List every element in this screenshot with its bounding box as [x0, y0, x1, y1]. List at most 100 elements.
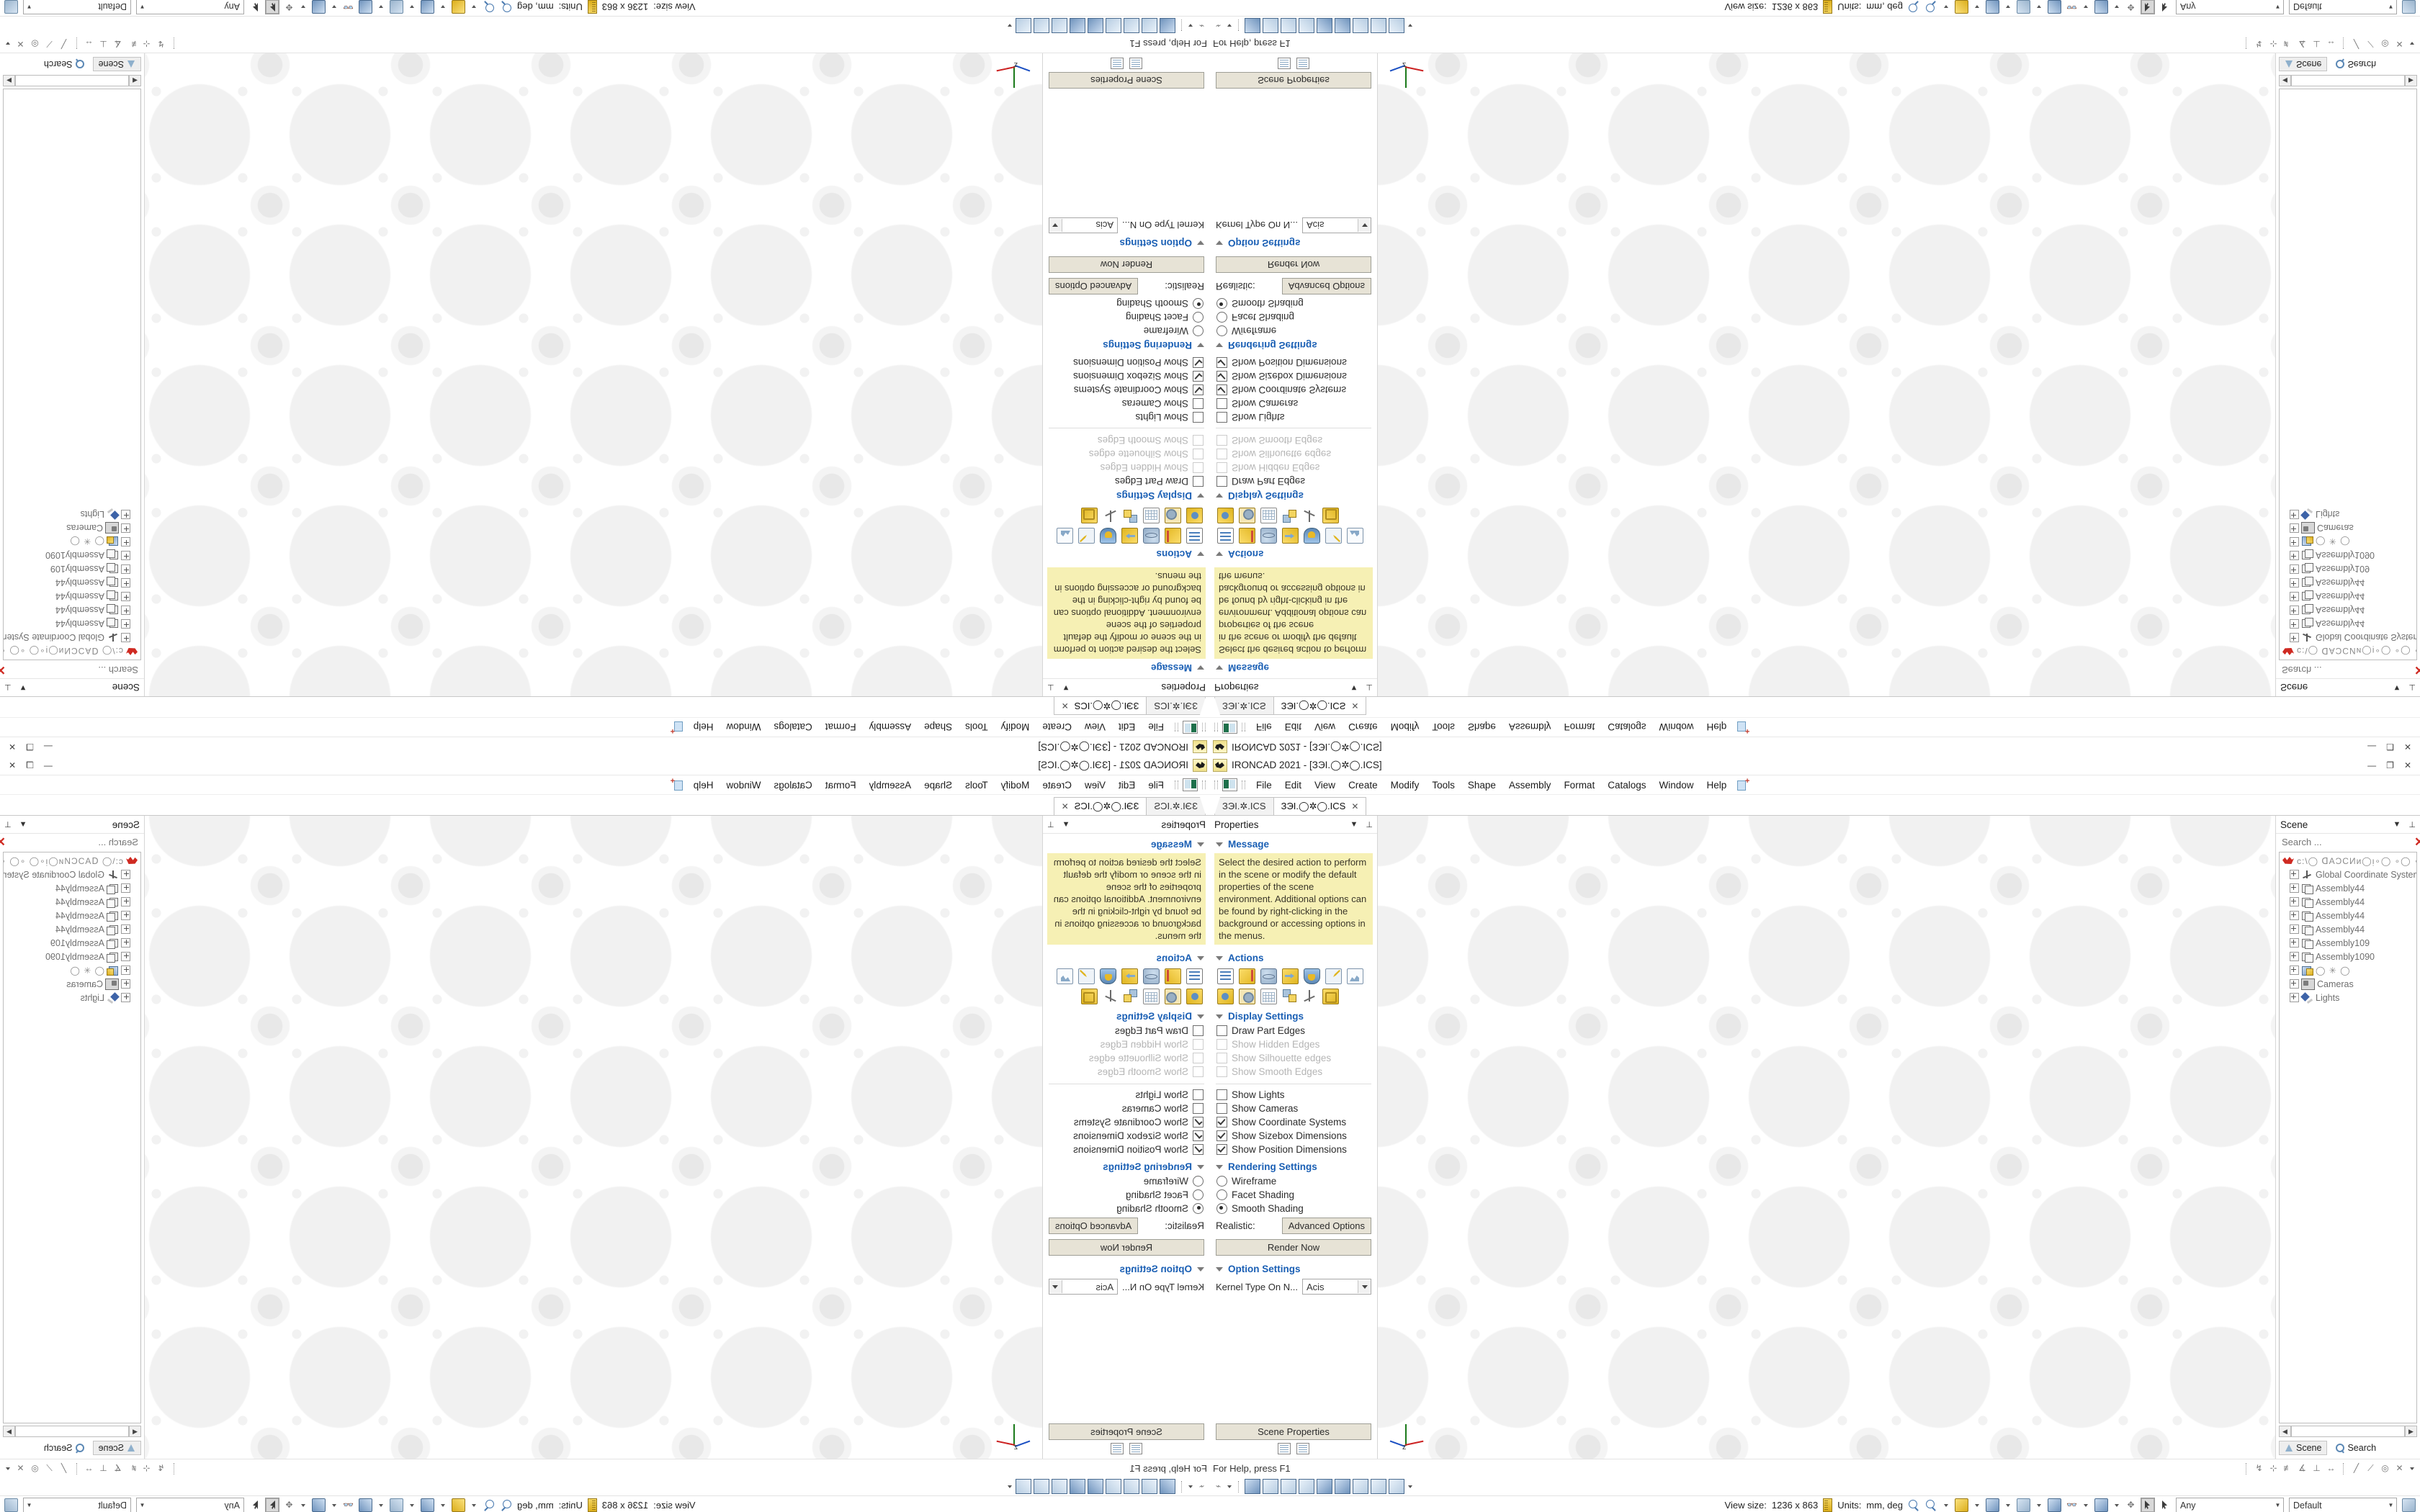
expand-icon[interactable]: [121, 551, 130, 560]
render-cube-icon[interactable]: [1217, 989, 1234, 1004]
chevron-down-icon[interactable]: [2410, 42, 2414, 45]
cylinder-shape-icon[interactable]: [1124, 18, 1139, 33]
extrude-solid-icon[interactable]: [1322, 508, 1339, 523]
radio-button[interactable]: [1193, 1189, 1204, 1200]
radio-button[interactable]: [1216, 325, 1227, 336]
scroll-track[interactable]: [15, 75, 129, 86]
tree-item-assembly1090[interactable]: Assembly1090: [2280, 950, 2416, 963]
tree-item-assembly1090[interactable]: Assembly1090: [2280, 549, 2416, 562]
axis-triad-icon[interactable]: [1103, 509, 1118, 523]
radio-button[interactable]: [1216, 1203, 1227, 1214]
blocks-icon[interactable]: [1123, 509, 1138, 523]
ruler-icon[interactable]: [587, 0, 597, 14]
shield-material-icon[interactable]: [1100, 968, 1116, 984]
block-shape-icon[interactable]: [1245, 18, 1260, 33]
tree-item-assembly109[interactable]: Assembly109: [4, 936, 140, 950]
close-button[interactable]: ✕: [9, 742, 17, 752]
polyline-tool-icon[interactable]: ⟋: [46, 39, 53, 49]
tree-item-global-coordinate-system[interactable]: Global Coordinate System: [3, 868, 140, 881]
fillet-shape-icon[interactable]: [1034, 1479, 1049, 1494]
scene-browser-icon[interactable]: [2402, 0, 2416, 14]
actions-group-header[interactable]: Actions: [1043, 948, 1210, 966]
expand-icon[interactable]: [121, 979, 130, 989]
sphere-shape-icon[interactable]: [1263, 18, 1278, 33]
scene-horizontal-scrollbar[interactable]: ◀ ▶: [2279, 75, 2417, 86]
minimize-button[interactable]: —: [2367, 760, 2377, 770]
glasses-icon[interactable]: 👓: [343, 2, 354, 12]
grid-icon[interactable]: [1143, 508, 1160, 523]
tree-item-assembly44-4[interactable]: Assembly44: [4, 576, 140, 590]
glasses-icon[interactable]: 👓: [2066, 1500, 2077, 1510]
tab-search[interactable]: Search: [2330, 57, 2382, 71]
radio-button[interactable]: [1193, 325, 1204, 336]
scene-browser-icon[interactable]: [4, 0, 18, 14]
menu-item-catalogs[interactable]: Catalogs: [774, 779, 812, 791]
tree-item-part[interactable]: ◯ ✳ ◯: [4, 535, 140, 549]
snap-parallel-icon[interactable]: ≢: [2283, 39, 2293, 49]
checkbox-box[interactable]: [1216, 1144, 1227, 1155]
tree-item-assembly44-3[interactable]: Assembly44: [4, 909, 140, 922]
tree-item-assembly1090[interactable]: Assembly1090: [4, 950, 140, 963]
scene-pin-icon[interactable]: ⊥: [4, 820, 12, 829]
3d-viewport[interactable]: z: [145, 53, 1042, 696]
chevron-down-icon[interactable]: [1188, 1485, 1193, 1488]
list-properties-icon[interactable]: [1186, 528, 1203, 544]
chevron-down-icon[interactable]: [1975, 5, 1979, 9]
glasses-icon[interactable]: 👓: [343, 1500, 354, 1510]
toolbar-grip[interactable]: [1200, 721, 1206, 733]
scene-collapse-icon[interactable]: ▼: [19, 683, 27, 693]
checkbox-box[interactable]: [1216, 371, 1227, 382]
restore-button[interactable]: ❐: [2386, 742, 2394, 752]
menu-item-shape[interactable]: Shape: [1467, 779, 1496, 791]
3d-viewport[interactable]: z: [1378, 816, 2275, 1459]
panel-view-icon[interactable]: [1111, 1443, 1124, 1454]
close-button[interactable]: ✕: [9, 760, 17, 770]
menu-item-file[interactable]: File: [1148, 779, 1164, 791]
checkbox-draw-part-edges[interactable]: Draw Part Edges: [1210, 1024, 1377, 1038]
cylinder-shape-icon[interactable]: [1124, 1479, 1139, 1494]
advanced-options-button[interactable]: Advanced Options: [1281, 1218, 1371, 1234]
expand-icon[interactable]: [121, 510, 130, 519]
menu-item-modify[interactable]: Modify: [1000, 779, 1030, 791]
radio-facet-shading[interactable]: Facet Shading: [1210, 1188, 1377, 1202]
expand-icon[interactable]: [2290, 551, 2299, 560]
grid-icon[interactable]: [1143, 989, 1160, 1004]
grid-icon[interactable]: [1260, 508, 1277, 523]
style-select[interactable]: Default ▼: [2289, 0, 2397, 14]
minimize-button[interactable]: —: [43, 742, 53, 752]
zoom-in-icon[interactable]: [1908, 1, 1920, 13]
menu-item-assembly[interactable]: Assembly: [869, 779, 912, 791]
part-properties-icon[interactable]: [1239, 968, 1255, 984]
snap-midpoint-icon[interactable]: ⊥: [2313, 39, 2321, 49]
sketch-icon[interactable]: ⌁: [1198, 21, 1205, 31]
chevron-down-icon[interactable]: ▼: [2275, 4, 2281, 10]
chevron-down-icon[interactable]: [441, 1503, 445, 1507]
menu-item-help[interactable]: Help: [693, 779, 714, 791]
kernel-type-select[interactable]: Acis: [1301, 217, 1371, 233]
chevron-down-icon[interactable]: ▼: [2388, 1502, 2394, 1508]
block-shape-icon[interactable]: [1245, 1479, 1260, 1494]
chevron-down-icon[interactable]: [1197, 1266, 1204, 1272]
polyline-tool-icon[interactable]: ⟋: [46, 1463, 53, 1473]
tree-root-node[interactable]: c:\◯ ᗡAƆϹИᴎ◯ᴉ∘◯ ∘◯ ∘ᴉ◯ИИ: [3, 644, 140, 658]
snap-angle-icon[interactable]: ∡: [114, 1463, 122, 1473]
render-cube-icon[interactable]: [1186, 989, 1203, 1004]
tree-item-part[interactable]: ◯ ✳ ◯: [4, 963, 140, 977]
radio-button[interactable]: [1193, 1176, 1204, 1187]
slab-shape-icon[interactable]: [1070, 18, 1085, 33]
chevron-down-icon[interactable]: [472, 1503, 476, 1507]
tree-item-assembly109[interactable]: Assembly109: [4, 562, 140, 576]
chevron-down-icon[interactable]: [301, 5, 305, 9]
expand-icon[interactable]: [2290, 883, 2299, 893]
radio-smooth-shading[interactable]: Smooth Shading: [1210, 297, 1377, 310]
properties-pin-icon[interactable]: ⊥: [1047, 820, 1054, 829]
option-settings-group-header[interactable]: Option Settings: [1043, 235, 1210, 253]
radio-button[interactable]: [1193, 312, 1204, 323]
gear-settings-icon[interactable]: [1165, 508, 1181, 523]
chevron-down-icon[interactable]: [2037, 1503, 2041, 1507]
chevron-down-icon[interactable]: [1216, 842, 1223, 847]
edit-note-icon[interactable]: [1325, 968, 1342, 984]
3d-viewport[interactable]: z: [1378, 53, 2275, 696]
menu-item-assembly[interactable]: Assembly: [869, 721, 912, 733]
advanced-options-button[interactable]: Advanced Options: [1049, 278, 1139, 294]
